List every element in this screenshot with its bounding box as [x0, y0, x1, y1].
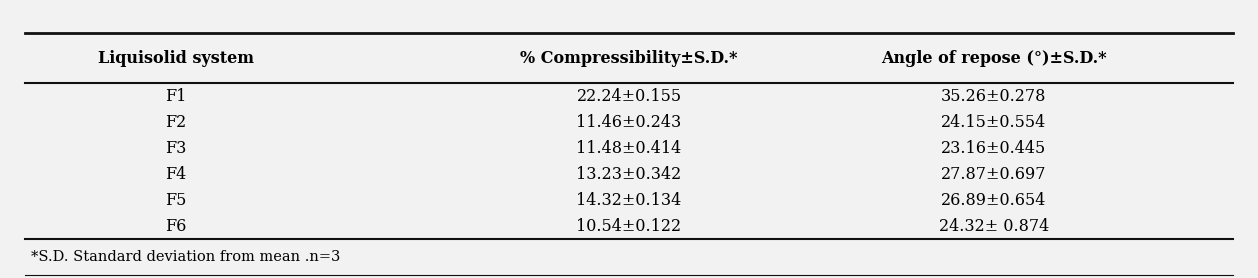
Text: 14.32±0.134: 14.32±0.134 [576, 192, 682, 209]
Text: Liquisolid system: Liquisolid system [98, 50, 254, 67]
Text: Angle of repose (°)±S.D.*: Angle of repose (°)±S.D.* [881, 50, 1107, 67]
Text: % Compressibility±S.D.*: % Compressibility±S.D.* [521, 50, 737, 67]
Text: F1: F1 [166, 88, 186, 105]
Text: 11.48±0.414: 11.48±0.414 [576, 140, 682, 157]
Text: 35.26±0.278: 35.26±0.278 [941, 88, 1047, 105]
Bar [25, 33, 1233, 275]
Text: F5: F5 [166, 192, 186, 209]
Text: 22.24±0.155: 22.24±0.155 [576, 88, 682, 105]
Text: 27.87±0.697: 27.87±0.697 [941, 166, 1047, 183]
Text: F6: F6 [166, 218, 186, 235]
Text: 24.32± 0.874: 24.32± 0.874 [938, 218, 1049, 235]
Text: 11.46±0.243: 11.46±0.243 [576, 114, 682, 131]
Text: 24.15±0.554: 24.15±0.554 [941, 114, 1047, 131]
Text: F3: F3 [166, 140, 186, 157]
Text: 13.23±0.342: 13.23±0.342 [576, 166, 682, 183]
Text: 23.16±0.445: 23.16±0.445 [941, 140, 1047, 157]
Text: F4: F4 [166, 166, 186, 183]
Text: 10.54±0.122: 10.54±0.122 [576, 218, 682, 235]
Text: 26.89±0.654: 26.89±0.654 [941, 192, 1047, 209]
Text: *S.D. Standard deviation from mean .n=3: *S.D. Standard deviation from mean .n=3 [31, 250, 341, 264]
Text: F2: F2 [166, 114, 186, 131]
